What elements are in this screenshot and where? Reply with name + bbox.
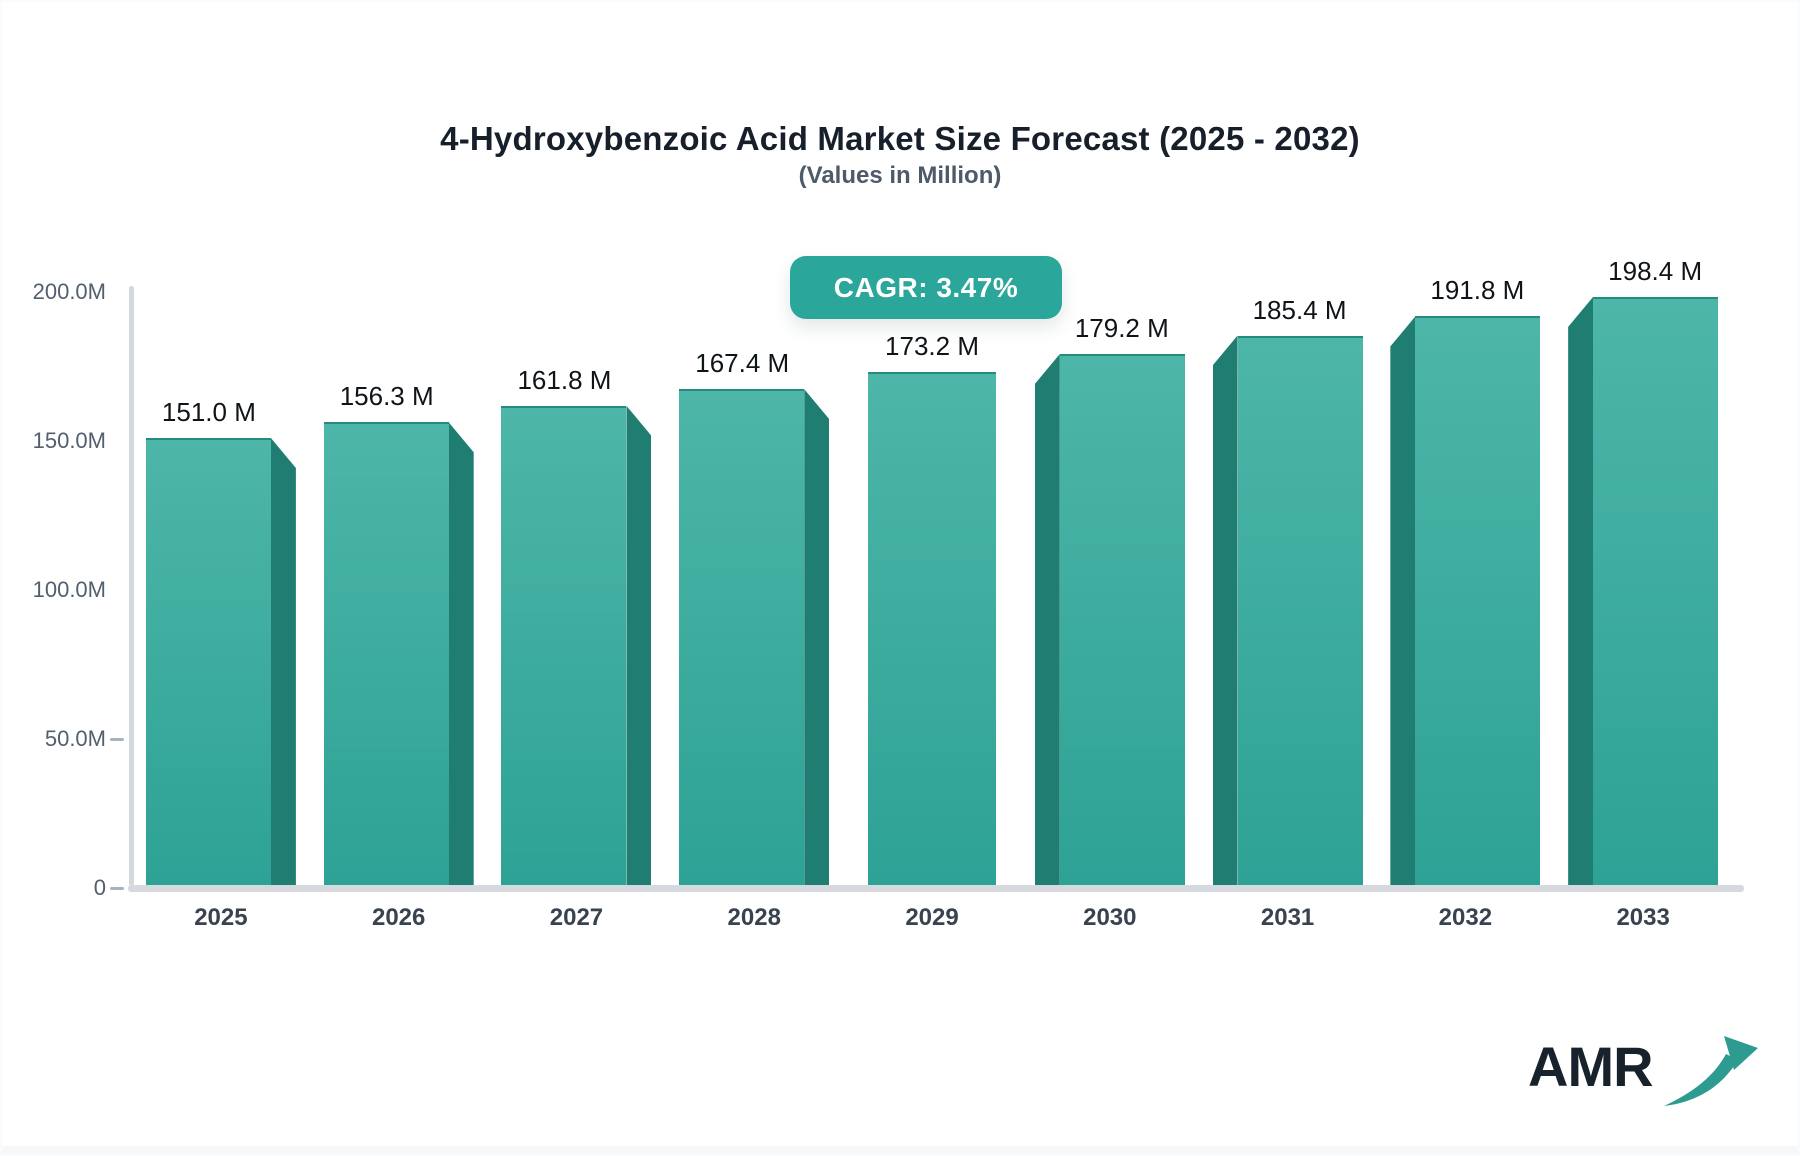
value-label-2025: 151.0 M xyxy=(161,397,256,427)
value-label-2032: 191.8 M xyxy=(1430,275,1525,306)
bar-2030[interactable] xyxy=(1034,354,1185,888)
bar-slot-2027: 161.8 M xyxy=(488,252,666,888)
bar-slot-2031: 185.4 M xyxy=(1199,252,1377,888)
plot-area: 151.0 M 156.3 M 161.8 M 167.4 M 173.2 M 179.2… xyxy=(132,252,1732,888)
bar-side-shade-2032 xyxy=(1390,316,1416,888)
bar-2033[interactable] xyxy=(1568,296,1719,888)
y-axis-label-150: 150.0M xyxy=(32,428,106,453)
bar-face-2033 xyxy=(1593,296,1719,888)
x-axis-label-2031: 2031 xyxy=(1260,904,1315,931)
x-axis-label-2025: 2025 xyxy=(194,904,248,931)
value-label-2027: 161.8 M xyxy=(517,364,612,395)
value-label-2029: 173.2 M xyxy=(885,330,979,361)
x-axis-labels: 2025 2026 2027 2028 2029 2030 2031 2032 2033 xyxy=(132,904,1732,932)
bar-side-shade-2030 xyxy=(1034,354,1060,888)
trend-up-arrow-icon xyxy=(1664,1036,1758,1106)
value-label-2033: 198.4 M xyxy=(1608,255,1703,286)
bar-face-2029 xyxy=(868,371,997,888)
y-axis-line xyxy=(129,286,134,886)
x-axis-label-2027: 2027 xyxy=(549,904,604,931)
bar-slot-2029: 173.2 M xyxy=(843,252,1021,888)
bar-face-2025 xyxy=(145,438,271,888)
bar-side-shade-2025 xyxy=(270,438,296,888)
bar-side-shade-2026 xyxy=(448,422,474,888)
bar-face-2027 xyxy=(501,405,627,888)
x-axis-label-2032: 2032 xyxy=(1438,904,1493,931)
x-axis-line xyxy=(128,885,1744,892)
amr-logo-text: AMR xyxy=(1528,1035,1654,1098)
bar-side-shade-2028 xyxy=(804,389,830,888)
bar-2032[interactable] xyxy=(1390,316,1541,888)
bar-face-2031 xyxy=(1237,335,1363,888)
bottom-strip xyxy=(2,1146,1798,1154)
bar-side-shade-2031 xyxy=(1212,335,1238,888)
y-axis-label-200: 200.0M xyxy=(32,279,106,304)
bar-side-shade-2027 xyxy=(626,405,652,888)
y-axis-tick-50 xyxy=(110,738,124,741)
bar-slot-2028: 167.4 M xyxy=(665,252,843,888)
bar-slot-2026: 156.3 M xyxy=(310,252,488,888)
y-axis-label-50: 50.0M xyxy=(44,726,106,751)
y-axis-tick-0 xyxy=(110,887,124,890)
bar-side-shade-2033 xyxy=(1568,296,1594,888)
amr-logo: AMR xyxy=(1528,1032,1758,1112)
x-axis-label-2033: 2033 xyxy=(1616,904,1670,931)
bar-face-2026 xyxy=(323,422,449,888)
value-label-2031: 185.4 M xyxy=(1252,294,1347,325)
value-label-2026: 156.3 M xyxy=(339,381,434,412)
bar-slot-2032: 191.8 M xyxy=(1376,252,1554,888)
y-axis-label-0: 0 xyxy=(93,875,106,900)
cagr-badge: CAGR: 3.47% xyxy=(790,256,1062,319)
bar-slot-2030: 179.2 M xyxy=(1021,252,1199,888)
bar-2029[interactable] xyxy=(868,371,997,888)
bar-slot-2033: 198.4 M xyxy=(1554,252,1732,888)
x-axis-label-2030: 2030 xyxy=(1083,904,1137,931)
value-label-2030: 179.2 M xyxy=(1074,313,1169,343)
bar-2027[interactable] xyxy=(501,405,652,888)
y-axis-label-100: 100.0M xyxy=(32,577,106,602)
bar-face-2032 xyxy=(1415,316,1541,888)
bar-2026[interactable] xyxy=(323,422,474,888)
bar-2028[interactable] xyxy=(679,389,830,888)
x-axis-label-2029: 2029 xyxy=(905,904,959,931)
value-label-2028: 167.4 M xyxy=(695,348,790,379)
bar-2031[interactable] xyxy=(1212,335,1363,888)
bar-face-2030 xyxy=(1059,354,1185,888)
bar-face-2028 xyxy=(679,389,805,888)
bar-slot-2025: 151.0 M xyxy=(132,252,310,888)
chart-subtitle: (Values in Million) xyxy=(798,162,1002,189)
chart-title: 4-Hydroxybenzoic Acid Market Size Foreca… xyxy=(440,120,1360,158)
x-axis-label-2028: 2028 xyxy=(727,904,781,931)
bar-2025[interactable] xyxy=(145,438,296,888)
x-axis-label-2026: 2026 xyxy=(371,904,426,931)
